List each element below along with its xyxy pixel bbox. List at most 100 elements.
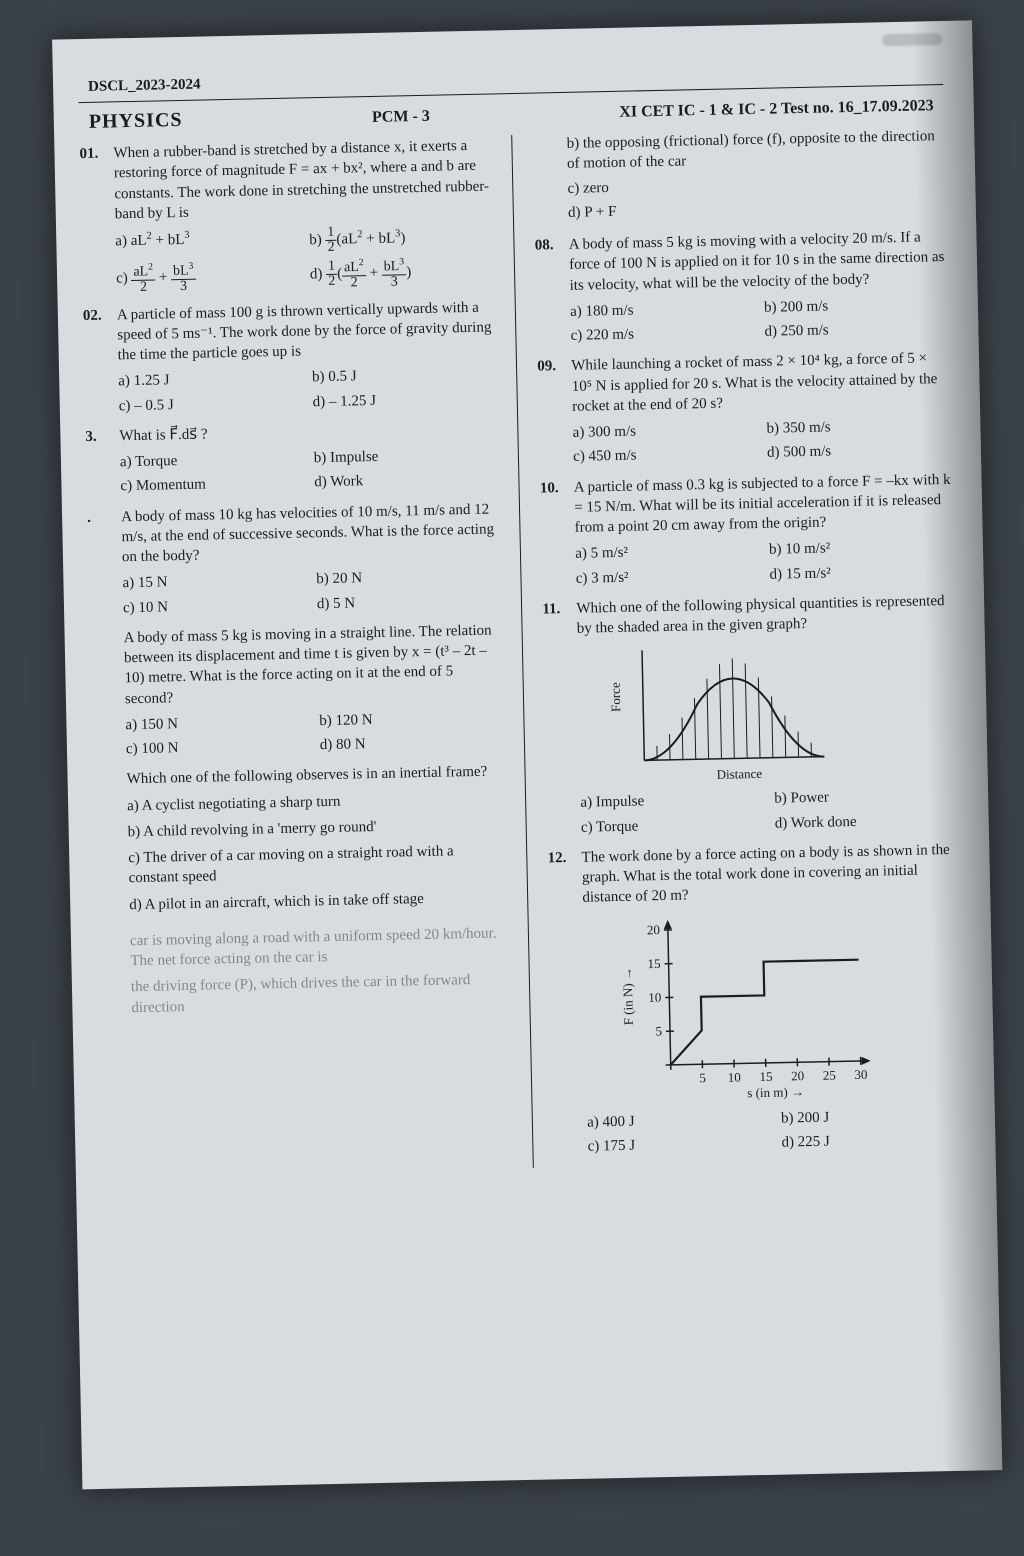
option: b) Power [774,785,958,809]
bell-chart: ForceDistance [607,639,958,786]
question: . A body of mass 10 kg has velocities of… [87,499,501,619]
q-body: A body of mass 5 kg is moving in a strai… [123,620,503,759]
option: a) 150 N [125,711,309,735]
options: a) 300 m/s b) 350 m/s c) 450 m/s d) 500 … [572,415,951,467]
svg-text:20: 20 [791,1068,804,1083]
option: b) 0.5 J [312,364,496,388]
q-body: A body of mass 10 kg has velocities of 1… [121,499,501,618]
option: b) 12(aL2 + bL3) [309,222,493,255]
q-number: 10. [540,477,576,589]
option: c) zero [567,170,945,198]
options: a) Impulse b) Power c) Torque d) Work do… [580,785,959,837]
option: c) 450 m/s [573,443,757,467]
test-info: XI CET IC - 1 & IC - 2 Test no. 16_17.09… [619,97,934,122]
option: a) 5 m/s² [575,540,759,564]
option: d) Work done [775,809,959,833]
option: b) the opposing (frictional) force (f), … [566,126,945,174]
q-body: car is moving along a road with a unifor… [130,923,509,1018]
option: b) Impulse [314,445,498,469]
options: a) 150 N b) 120 N c) 100 N d) 80 N [125,707,504,759]
question: Which one of the following observes is i… [92,762,507,922]
option: c) 175 J [587,1133,771,1157]
svg-text:15: 15 [760,1068,773,1083]
question: 08. A body of mass 5 kg is moving with a… [535,227,949,347]
q-number: 3. [85,426,120,497]
option: a) 15 N [122,570,306,594]
option: b) 20 N [316,566,500,590]
options: a) 15 N b) 20 N c) 10 N d) 5 N [122,566,501,618]
q-text: car is moving along a road with a unifor… [130,925,497,969]
option: c) Torque [581,813,765,837]
option: c) 220 m/s [570,322,754,346]
option: d) 500 m/s [767,439,951,463]
question: 02. A particle of mass 100 g is thrown v… [83,297,497,417]
q-body: A particle of mass 100 g is thrown verti… [117,297,497,416]
continued-options: b) the opposing (frictional) force (f), … [532,126,946,224]
q-text: Which one of the following observes is i… [126,764,487,788]
option: b) 350 m/s [766,415,950,439]
options: a) 1.25 J b) 0.5 J c) – 0.5 J d) – 1.25 … [118,364,497,416]
q-number: 02. [83,305,119,417]
chart-svg: ForceDistance [607,642,840,787]
svg-text:25: 25 [823,1067,836,1082]
option: c) 3 m/s² [576,564,760,588]
q-text: When a rubber-band is stretched by a dis… [113,138,489,222]
option: d) 80 N [320,731,504,755]
q-body: What is F⃗.ds⃗ ? a) Torque b) Impulse c)… [119,418,498,497]
right-column: b) the opposing (frictional) force (f), … [532,126,965,1167]
option: a) 1.25 J [118,368,302,392]
option: a) Torque [120,449,304,473]
exam-page: DSCL_2023-2024 PHYSICS PCM - 3 XI CET IC… [52,20,1002,1489]
svg-text:Distance: Distance [717,766,763,782]
q-body: Which one of the following observes is i… [126,762,507,921]
q-number: 09. [537,356,573,468]
options: a) aL2 + bL3 b) 12(aL2 + bL3) c) aL22 + … [115,222,494,295]
option: d) – 1.25 J [312,388,496,412]
q-text: A particle of mass 100 g is thrown verti… [117,299,492,363]
q-text: A body of mass 5 kg is moving in a strai… [123,622,491,706]
option: c) Momentum [120,473,304,497]
option: c) 10 N [123,594,307,618]
option: d) A pilot in an aircraft, which is in t… [129,887,507,915]
option: b) 200 m/s [764,294,948,318]
option: d) Work [314,469,498,493]
question: 01. When a rubber-band is stretched by a… [79,135,494,295]
option: c) – 0.5 J [119,392,303,416]
columns: 01. When a rubber-band is stretched by a… [79,126,965,1177]
q-text: A particle of mass 0.3 kg is subjected t… [574,471,951,535]
svg-text:5: 5 [699,1070,706,1085]
question: 12. The work done by a force acting on a… [547,840,965,1158]
option: b) A child revolving in a 'merry go roun… [128,814,506,842]
q-body: A body of mass 5 kg is moving with a vel… [569,227,949,346]
q-number: . [87,507,123,619]
q-text: A body of mass 10 kg has velocities of 1… [121,501,494,565]
svg-text:5: 5 [656,1023,663,1038]
option: a) Impulse [580,789,764,813]
question: 11. Which one of the following physical … [542,591,959,839]
paper-code: PCM - 3 [372,108,430,127]
options: a) 400 J b) 200 J c) 175 J d) 225 J [587,1104,966,1156]
q-text: What is F⃗.ds⃗ ? [119,426,207,444]
option: d) P + F [568,195,946,223]
option: d) 15 m/s² [769,560,953,584]
q-number: 01. [79,143,116,295]
q-number [92,770,129,922]
q-body: While launching a rocket of mass 2 × 10⁴… [571,348,951,467]
q-text: While launching a rocket of mass 2 × 10⁴… [571,351,937,415]
option: d) 5 N [317,590,501,614]
options: a) A cyclist negotiating a sharp turn b)… [127,788,507,915]
option: a) 180 m/s [570,298,754,322]
q-body: When a rubber-band is stretched by a dis… [113,135,494,295]
option: b) 120 N [319,707,503,731]
svg-text:15: 15 [648,955,661,970]
svg-text:30: 30 [855,1066,868,1081]
options: a) 180 m/s b) 200 m/s c) 220 m/s d) 250 … [570,294,949,346]
question: 3. What is F⃗.ds⃗ ? a) Torque b) Impulse… [85,418,498,497]
svg-text:F (in N) →: F (in N) → [620,966,636,1024]
svg-text:10: 10 [728,1069,741,1084]
q-number [96,931,132,1019]
question: 09. While launching a rocket of mass 2 ×… [537,348,951,468]
left-column: 01. When a rubber-band is stretched by a… [79,135,512,1176]
option: d) 12(aL22 + bL33) [310,255,494,291]
option: b) 10 m/s² [769,536,953,560]
